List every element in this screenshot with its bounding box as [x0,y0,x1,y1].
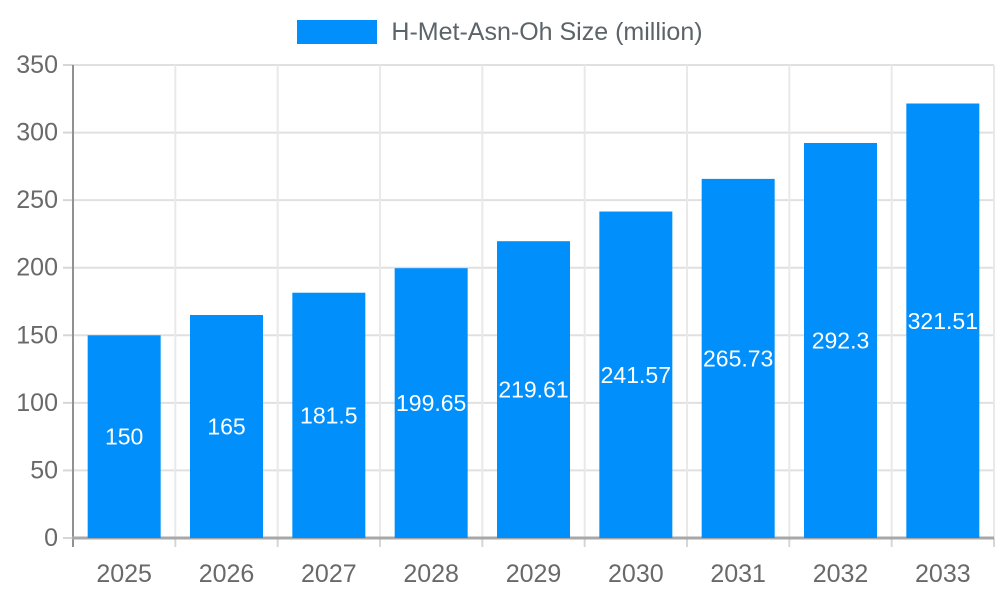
bar-2025[interactable] [87,335,161,538]
bar-2026[interactable] [190,315,263,538]
bar-value-label: 165 [207,414,245,440]
bar-value-label: 321.51 [908,308,978,334]
bar-2030[interactable] [599,211,673,538]
bar-2029[interactable] [497,241,570,538]
bar-2027[interactable] [292,292,366,538]
bar-2031[interactable] [701,178,775,538]
y-axis-label: 0 [44,524,58,552]
x-axis-label: 2027 [301,560,357,588]
bar-value-label: 292.3 [812,327,870,353]
x-axis-label: 2031 [710,560,766,588]
bar-value-label: 150 [105,424,143,450]
bar-value-label: 241.57 [601,362,671,388]
bar-value-label: 219.61 [498,377,568,403]
legend-swatch-icon [297,20,378,44]
legend[interactable]: H-Met-Asn-Oh Size (million) [0,18,1000,46]
y-axis-label: 350 [16,51,58,79]
y-axis-label: 100 [16,389,58,417]
bar-2032[interactable] [804,142,877,539]
x-axis-label: 2032 [813,560,869,588]
y-axis-label: 200 [16,254,58,282]
x-axis-label: 2030 [608,560,664,588]
x-axis-label: 2026 [199,560,255,588]
y-axis-label: 250 [16,186,58,214]
bar-value-label: 199.65 [396,390,466,416]
y-axis-label: 150 [16,321,58,349]
bar-value-label: 265.73 [703,345,773,371]
x-axis-label: 2025 [96,560,152,588]
bar-2033[interactable] [906,103,980,538]
y-axis-label: 300 [16,119,58,147]
x-axis-label: 2028 [403,560,459,588]
x-axis-label: 2029 [506,560,562,588]
bar-value-label: 181.5 [300,402,358,428]
y-axis-label: 50 [30,456,58,484]
bar-2028[interactable] [394,268,468,538]
x-axis-label: 2033 [915,560,971,588]
legend-label: H-Met-Asn-Oh Size (million) [391,17,703,46]
